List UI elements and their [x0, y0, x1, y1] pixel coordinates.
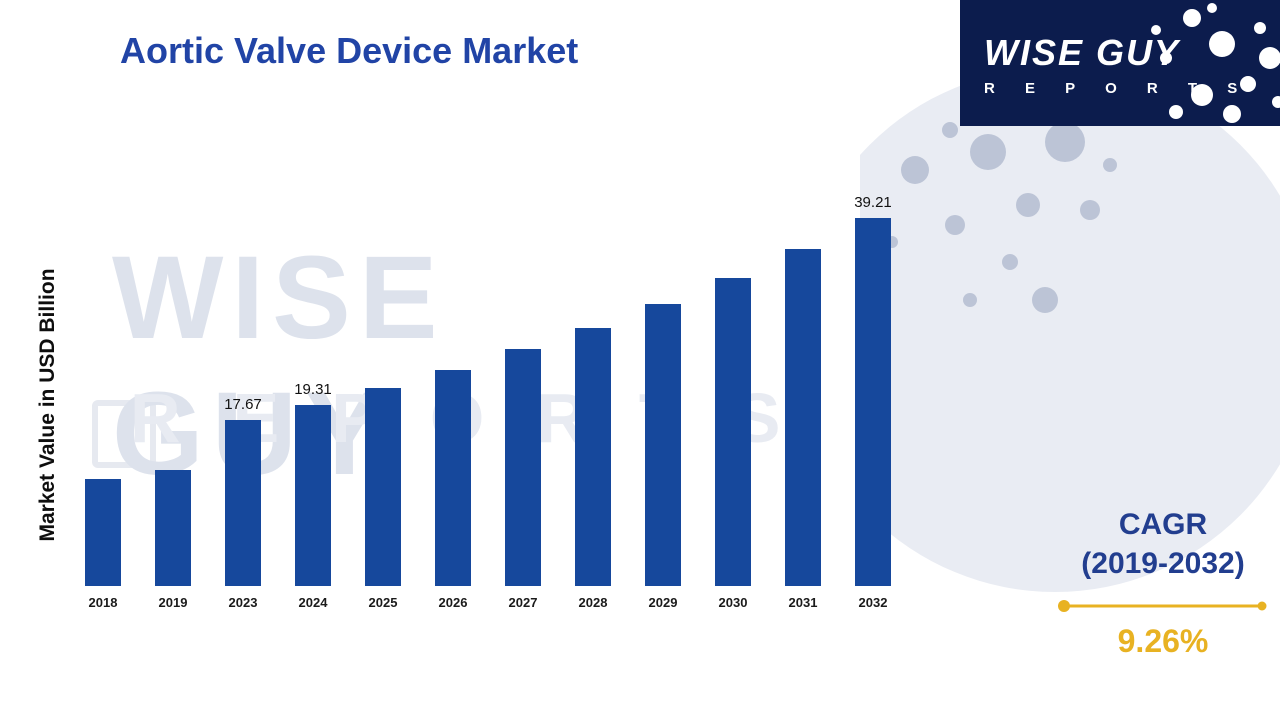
- x-tick-label: 2024: [298, 595, 328, 610]
- bar: [225, 420, 261, 586]
- brand-logo-wiseguy: WISE GUY: [984, 32, 1181, 73]
- bar: [295, 405, 331, 586]
- cagr-divider-line: [1058, 600, 1267, 612]
- bar: [575, 328, 611, 586]
- cagr-label: CAGR: [1118, 508, 1208, 541]
- x-tick-label: 2030: [718, 595, 748, 610]
- x-tick-label: 2023: [228, 595, 258, 610]
- page-title: Aortic Valve Device Market: [120, 30, 579, 71]
- bar-group: 2026: [418, 346, 488, 612]
- x-tick-label: 2018: [88, 595, 118, 610]
- bar-group: 2029: [628, 280, 698, 612]
- bar-group: 17.67 2023: [208, 396, 278, 612]
- bar: [785, 249, 821, 586]
- bar: [505, 349, 541, 586]
- x-tick-label: 2031: [788, 595, 818, 610]
- bar-group: 2018: [68, 455, 138, 612]
- cagr-range: (2019-2032): [1081, 547, 1245, 580]
- dot-pattern-gray: [886, 122, 1117, 313]
- bar: [645, 304, 681, 586]
- bar: [365, 388, 401, 586]
- bar-value-label: 39.21: [854, 194, 892, 211]
- x-tick-label: 2029: [648, 595, 678, 610]
- bar-value-label: 19.31: [294, 381, 332, 398]
- bar-group: 2025: [348, 364, 418, 612]
- x-tick-label: 2019: [158, 595, 188, 610]
- dot-pattern-white: [1151, 3, 1280, 123]
- bar-group: 2030: [698, 254, 768, 612]
- y-axis-label: Market Value in USD Billion: [36, 268, 59, 542]
- watermark-report-icon: [92, 400, 156, 468]
- x-tick-label: 2025: [368, 595, 398, 610]
- cagr-value: 9.26%: [1117, 623, 1209, 659]
- bar-value-label: 17.67: [224, 396, 262, 413]
- cagr-block: CAGR (2019-2032) 9.26%: [1052, 505, 1274, 660]
- bar: [85, 479, 121, 586]
- bar-group: 39.21 2032: [838, 194, 908, 612]
- x-tick-label: 2032: [858, 595, 888, 610]
- brand-header: WISE GUY R E P O R T S: [960, 0, 1280, 126]
- bar-group: 19.31 2024: [278, 381, 348, 612]
- face-silhouette-graphic: [860, 68, 1280, 592]
- bar-group: 2031: [768, 225, 838, 612]
- bar: [855, 218, 891, 586]
- x-tick-label: 2027: [508, 595, 538, 610]
- bar-group: 2027: [488, 325, 558, 612]
- bar-group: 2019: [138, 446, 208, 612]
- x-tick-label: 2028: [578, 595, 608, 610]
- brand-logo: WISE GUY R E P O R T S: [984, 32, 1250, 97]
- bar-chart: 2018 2019 17.67 2023 19.31 2024 2025 2026 2027 20…: [68, 194, 908, 612]
- bar-group: 2028: [558, 304, 628, 612]
- bar: [435, 370, 471, 586]
- x-tick-label: 2026: [438, 595, 468, 610]
- bar: [155, 470, 191, 586]
- bar: [715, 278, 751, 586]
- brand-logo-reports: R E P O R T S: [984, 80, 1251, 97]
